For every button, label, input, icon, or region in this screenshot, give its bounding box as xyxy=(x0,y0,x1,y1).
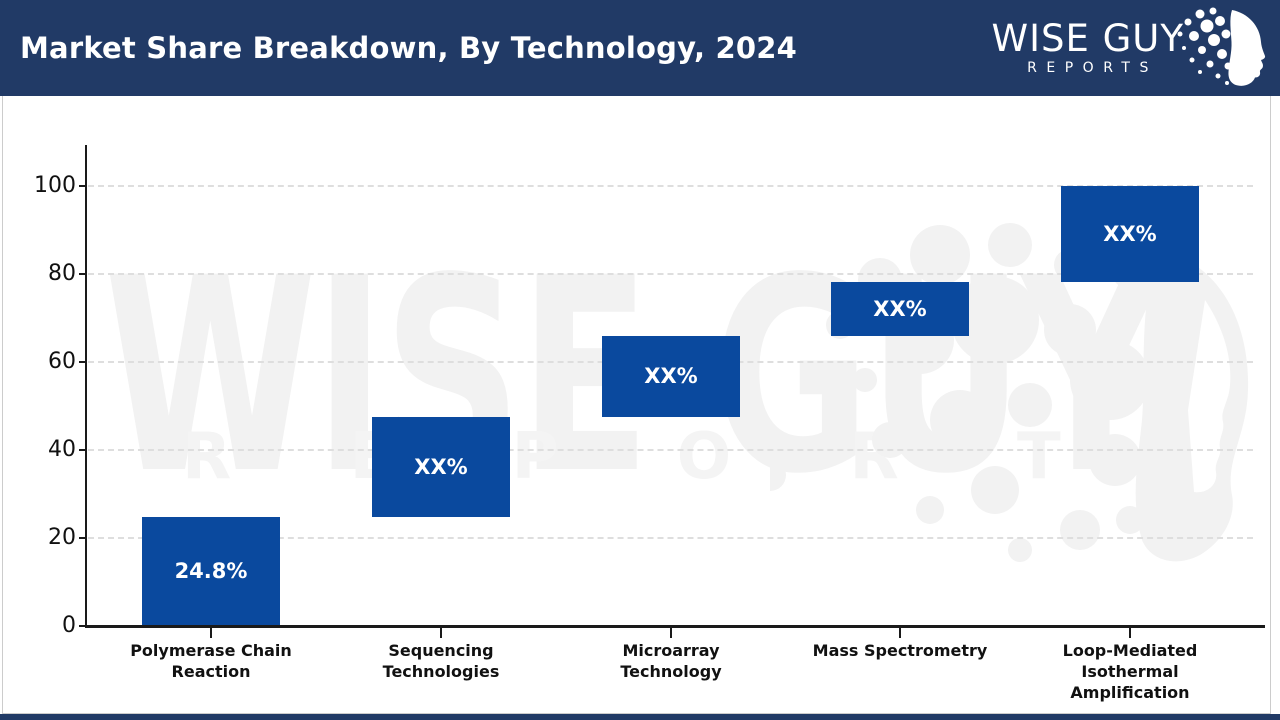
x-tick-mark-1 xyxy=(210,628,212,638)
y-tick-mark-80 xyxy=(79,272,86,275)
category-label-line: Technology xyxy=(620,662,722,681)
category-label-line: Polymerase Chain xyxy=(130,641,292,660)
brand-logo: WISE GUY REPORTS xyxy=(992,4,1266,92)
y-tick-mark-100 xyxy=(79,184,86,187)
bar-value-label: XX% xyxy=(644,364,698,389)
x-axis-line xyxy=(85,625,1265,628)
category-label-line: Technologies xyxy=(382,662,500,681)
y-tick-label-40: 40 xyxy=(48,436,76,462)
bar-value-label: XX% xyxy=(414,454,468,479)
bar-4: XX% xyxy=(831,282,969,337)
category-label-line: Isothermal xyxy=(1081,662,1179,681)
x-tick-mark-4 xyxy=(899,628,901,638)
x-tick-mark-3 xyxy=(670,628,672,638)
gridline-80 xyxy=(88,272,1253,275)
category-label-line: Loop-Mediated xyxy=(1062,641,1198,660)
bar-5: XX% xyxy=(1061,185,1199,283)
y-tick-label-20: 20 xyxy=(48,524,76,550)
brand-head-icon xyxy=(1177,7,1266,86)
category-label-line: Microarray xyxy=(622,641,720,660)
page-title: Market Share Breakdown, By Technology, 2… xyxy=(20,31,798,65)
y-tick-mark-20 xyxy=(79,536,86,539)
y-tick-label-60: 60 xyxy=(48,348,76,374)
y-tick-label-100: 100 xyxy=(34,172,76,198)
brand-name: WISE GUY xyxy=(991,17,1184,60)
y-tick-mark-0 xyxy=(79,625,86,627)
bar-3: XX% xyxy=(602,336,740,417)
category-label-1: Polymerase Chain Reaction xyxy=(101,640,321,682)
y-tick-mark-40 xyxy=(79,448,86,451)
bar-1: 24.8% xyxy=(142,516,280,626)
brand-subname: REPORTS xyxy=(1027,60,1158,76)
watermark-head-logo xyxy=(770,223,1249,562)
brand-logo-text: WISE GUY REPORTS xyxy=(992,20,1184,76)
bottom-accent-strip xyxy=(0,714,1280,720)
bar-value-label: XX% xyxy=(873,297,927,322)
y-tick-mark-60 xyxy=(79,360,86,363)
watermark-subtext: R E P O R T S xyxy=(182,420,1274,494)
page-border-left xyxy=(2,96,3,714)
bar-value-label: 24.8% xyxy=(174,559,248,584)
y-tick-label-80: 80 xyxy=(48,260,76,286)
category-label-3: Microarray Technology xyxy=(561,640,781,682)
page-border-bottom xyxy=(2,713,1271,714)
category-label-line: Reaction xyxy=(171,662,251,681)
category-label-4: Mass Spectrometry xyxy=(790,640,1010,661)
bar-value-label: XX% xyxy=(1103,221,1157,246)
gridline-100 xyxy=(88,184,1253,187)
x-tick-mark-2 xyxy=(440,628,442,638)
y-axis-line xyxy=(85,145,87,628)
category-label-line: Amplification xyxy=(1070,683,1190,702)
category-label-line: Sequencing xyxy=(388,641,494,660)
page-border-right xyxy=(1270,96,1271,714)
gridline-20 xyxy=(88,536,1253,539)
gridline-40 xyxy=(88,448,1253,451)
category-label-5: Loop-Mediated Isothermal Amplification xyxy=(1020,640,1240,703)
bar-2: XX% xyxy=(372,416,510,517)
header-bar: Market Share Breakdown, By Technology, 2… xyxy=(0,0,1280,96)
x-tick-mark-5 xyxy=(1129,628,1131,638)
category-label-line: Mass Spectrometry xyxy=(812,641,988,660)
y-tick-label-0: 0 xyxy=(62,613,76,638)
category-label-2: Sequencing Technologies xyxy=(331,640,551,682)
